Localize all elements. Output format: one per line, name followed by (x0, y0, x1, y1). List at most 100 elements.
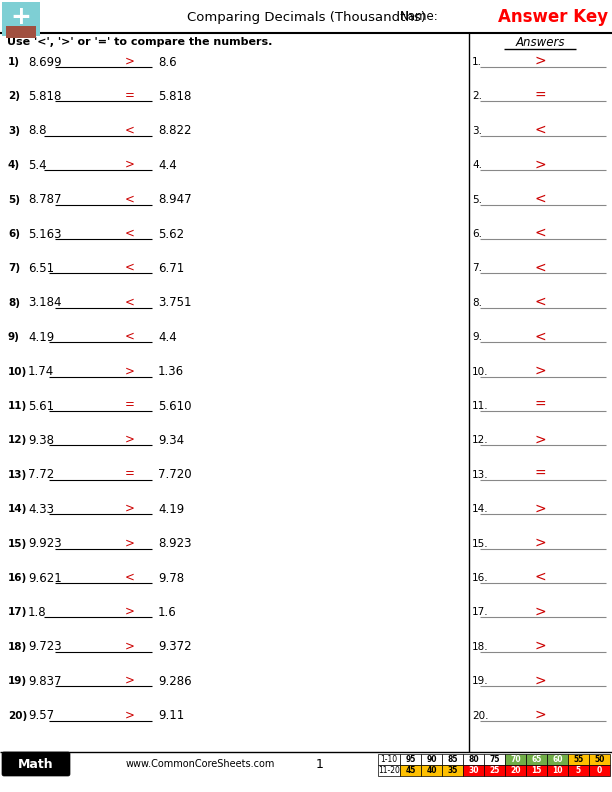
Text: >: > (125, 536, 135, 549)
Text: 16): 16) (8, 573, 28, 583)
Text: 9.38: 9.38 (28, 434, 54, 447)
Text: <: < (125, 192, 135, 205)
Text: 8.923: 8.923 (158, 537, 192, 550)
Text: <: < (534, 295, 546, 309)
Text: 6.: 6. (472, 229, 482, 239)
Text: =: = (534, 398, 546, 412)
Text: 8.822: 8.822 (158, 124, 192, 137)
Text: 6.51: 6.51 (28, 262, 54, 275)
Bar (547, 765, 568, 776)
Text: 9.372: 9.372 (158, 640, 192, 653)
Text: 2): 2) (8, 91, 20, 101)
Text: >: > (534, 501, 546, 516)
Text: 60: 60 (552, 755, 563, 764)
Text: 8): 8) (8, 298, 20, 308)
Text: 25: 25 (490, 766, 499, 775)
Text: 9): 9) (8, 332, 20, 342)
Text: >: > (534, 707, 546, 722)
Text: 4.33: 4.33 (28, 503, 54, 516)
Bar (442, 765, 463, 776)
Text: <: < (534, 329, 546, 343)
Text: 5.610: 5.610 (158, 399, 192, 413)
Bar (526, 754, 547, 765)
Text: <: < (125, 329, 135, 343)
Text: 9.923: 9.923 (28, 537, 62, 550)
Text: >: > (534, 432, 546, 447)
Text: Use '<', '>' or '=' to compare the numbers.: Use '<', '>' or '=' to compare the numbe… (7, 37, 272, 47)
Text: >: > (534, 604, 546, 619)
Text: 55: 55 (573, 755, 584, 764)
FancyBboxPatch shape (2, 752, 70, 776)
Text: Math: Math (18, 757, 54, 771)
Text: +: + (10, 5, 31, 29)
Text: 50: 50 (594, 755, 605, 764)
Text: 85: 85 (447, 755, 458, 764)
Bar (400, 754, 421, 765)
Text: 90: 90 (426, 755, 437, 764)
Text: 9.11: 9.11 (158, 709, 184, 722)
Bar (547, 754, 568, 765)
Text: 5.163: 5.163 (28, 227, 61, 241)
Bar (442, 754, 463, 765)
Text: 9.286: 9.286 (158, 675, 192, 687)
Text: 8.: 8. (472, 298, 482, 308)
Text: 35: 35 (447, 766, 458, 775)
Text: 7.: 7. (472, 264, 482, 273)
Text: >: > (534, 639, 546, 653)
Text: 6): 6) (8, 229, 20, 239)
Bar (568, 765, 589, 776)
Text: 4.19: 4.19 (28, 331, 54, 344)
Text: 1): 1) (8, 57, 20, 67)
Bar (400, 765, 421, 776)
Bar (421, 765, 442, 776)
Text: 40: 40 (426, 766, 437, 775)
Text: <: < (534, 570, 546, 584)
Text: 3.: 3. (472, 126, 482, 135)
Text: 30: 30 (468, 766, 479, 775)
Text: 5): 5) (8, 195, 20, 204)
Text: 13.: 13. (472, 470, 488, 480)
Text: 7.720: 7.720 (158, 468, 192, 482)
Bar (421, 754, 442, 765)
Text: 13): 13) (8, 470, 28, 480)
Text: 20.: 20. (472, 710, 488, 721)
Text: 1.36: 1.36 (158, 365, 184, 378)
Text: Name:: Name: (400, 10, 439, 24)
Text: 9.78: 9.78 (158, 572, 184, 584)
Text: 8.947: 8.947 (158, 193, 192, 206)
Text: 1.8: 1.8 (28, 606, 47, 619)
Text: 95: 95 (405, 755, 416, 764)
Text: <: < (534, 192, 546, 206)
Text: 9.57: 9.57 (28, 709, 54, 722)
Bar (378, 765, 400, 776)
Text: 9.837: 9.837 (28, 675, 61, 687)
Text: 20): 20) (8, 710, 28, 721)
Text: 16.: 16. (472, 573, 488, 583)
Text: 12): 12) (8, 436, 28, 445)
Text: 9.723: 9.723 (28, 640, 62, 653)
Text: 9.34: 9.34 (158, 434, 184, 447)
Text: 18.: 18. (472, 642, 488, 652)
Text: 3): 3) (8, 126, 20, 135)
Text: 10): 10) (8, 367, 28, 377)
Text: <: < (534, 261, 546, 274)
Text: <: < (125, 124, 135, 136)
Text: 4.4: 4.4 (158, 158, 177, 172)
Text: >: > (534, 54, 546, 68)
Text: 7): 7) (8, 264, 20, 273)
Text: 14): 14) (8, 505, 28, 514)
Text: =: = (125, 89, 135, 102)
Text: >: > (125, 158, 135, 171)
Text: >: > (534, 535, 546, 550)
Text: 15: 15 (531, 766, 542, 775)
Text: >: > (125, 364, 135, 377)
Text: 19): 19) (8, 676, 27, 686)
Text: =: = (534, 466, 546, 481)
Bar (589, 765, 610, 776)
Text: 1.: 1. (472, 57, 482, 67)
Text: 80: 80 (468, 755, 479, 764)
Text: 5.818: 5.818 (158, 90, 192, 103)
Text: <: < (534, 123, 546, 137)
Text: >: > (534, 157, 546, 171)
Text: 10: 10 (552, 766, 563, 775)
